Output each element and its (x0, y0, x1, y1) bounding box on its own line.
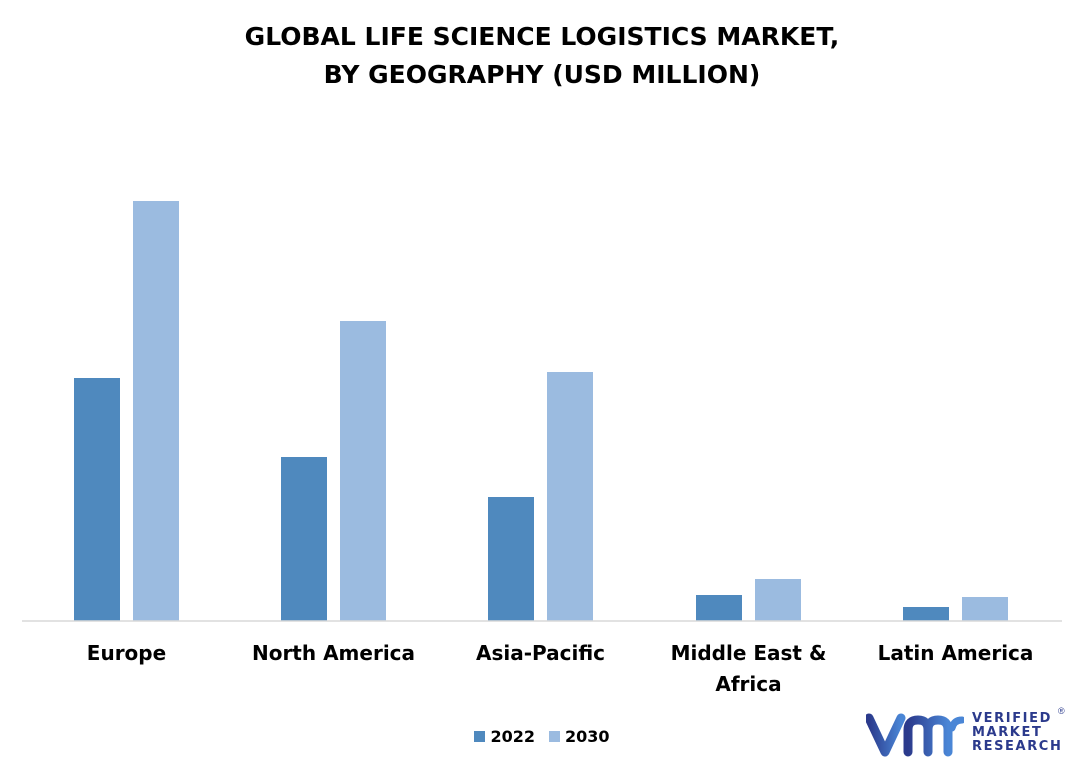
legend-label-2022: 2022 (490, 727, 535, 746)
category-labels-group: Europe North America Asia-Pacific Middle Ea… (87, 641, 1034, 696)
bar-europe-2030 (133, 201, 179, 621)
verified-market-research-logo: VERIFIED MARKET RESEARCH ® (866, 706, 1076, 762)
bar-asia-pacific-2022 (488, 497, 534, 621)
category-label-line: Africa (715, 672, 781, 696)
chart-title: GLOBAL LIFE SCIENCE LOGISTICS MARKET, BY… (0, 18, 1084, 94)
category-label-latin-america: Latin America (878, 641, 1034, 665)
bar-asia-pacific-2030 (547, 372, 593, 621)
bar-north-america-2030 (340, 321, 386, 621)
bar-middle-east-and-africa-2030 (755, 579, 801, 621)
logo-text: VERIFIED MARKET RESEARCH (972, 712, 1062, 754)
chart-title-line-2: BY GEOGRAPHY (USD MILLION) (323, 60, 761, 89)
legend-swatch-2030 (549, 731, 560, 742)
legend: 2022 2030 (0, 727, 1084, 746)
logo-text-line-1: VERIFIED (972, 711, 1052, 726)
bar-north-america-2022 (281, 457, 327, 621)
vmr-logo-mark-icon (866, 713, 964, 757)
category-label-line: Latin America (878, 641, 1034, 665)
category-label-north-america: North America (252, 641, 415, 665)
category-label-line: Europe (87, 641, 166, 665)
bar-latin-america-2022 (903, 607, 949, 621)
category-label-line: Middle East & (671, 641, 827, 665)
category-label-line: Asia-Pacific (476, 641, 605, 665)
category-label-middle-east-and-africa: Middle East & Africa (671, 641, 827, 696)
logo-text-line-3: RESEARCH (972, 739, 1063, 754)
bars-group (74, 201, 1008, 621)
bar-latin-america-2030 (962, 597, 1008, 621)
legend-item-2022: 2022 (474, 727, 535, 746)
category-label-europe: Europe (87, 641, 166, 665)
chart-title-line-1: GLOBAL LIFE SCIENCE LOGISTICS MARKET, (244, 22, 840, 51)
legend-item-2030: 2030 (549, 727, 610, 746)
registered-mark: ® (1058, 706, 1065, 716)
bar-middle-east-and-africa-2022 (696, 595, 742, 621)
bar-chart-plot: Europe North America Asia-Pacific Middle Ea… (22, 201, 1062, 696)
category-label-line: North America (252, 641, 415, 665)
bar-europe-2022 (74, 378, 120, 621)
category-label-asia-pacific: Asia-Pacific (476, 641, 605, 665)
legend-label-2030: 2030 (565, 727, 610, 746)
logo-text-line-2: MARKET (972, 725, 1043, 740)
legend-swatch-2022 (474, 731, 486, 742)
